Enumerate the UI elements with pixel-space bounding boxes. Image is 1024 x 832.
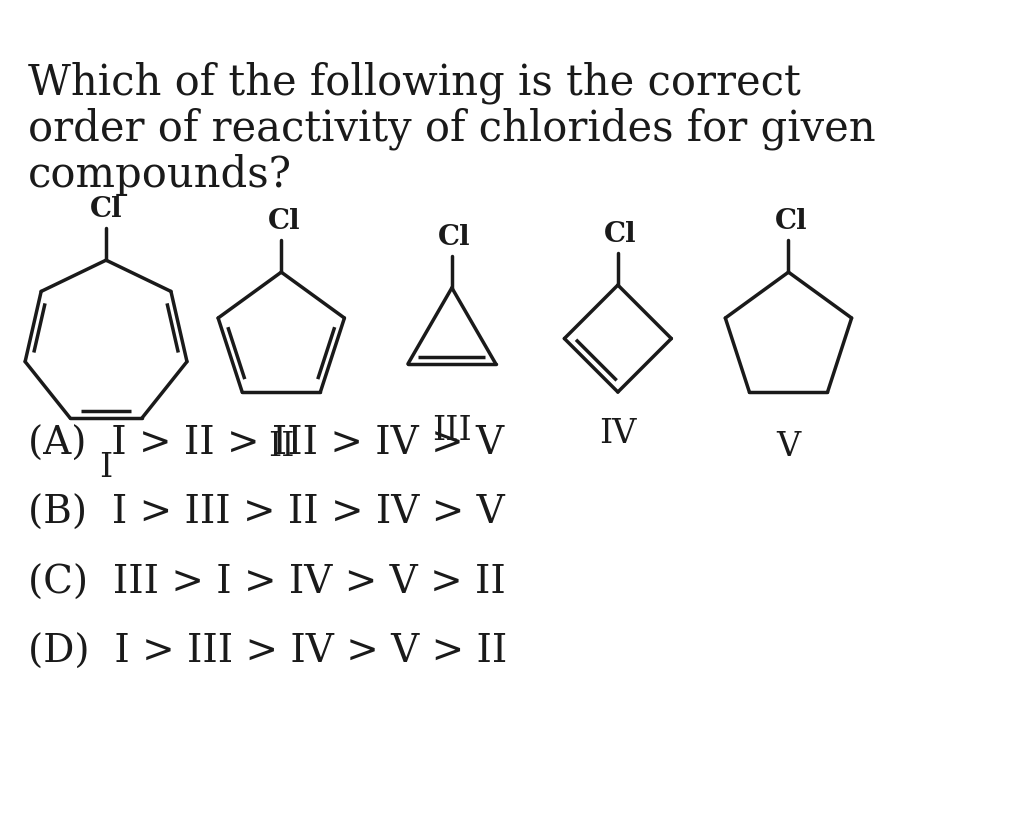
Text: (A)  I > II > III > IV > V: (A) I > II > III > IV > V [28,426,504,463]
Text: Cl: Cl [774,208,807,235]
Text: (D)  I > III > IV > V > II: (D) I > III > IV > V > II [28,634,507,671]
Text: (C)  III > I > IV > V > II: (C) III > I > IV > V > II [28,564,506,602]
Text: Which of the following is the correct: Which of the following is the correct [28,62,801,104]
Text: III: III [432,415,472,447]
Text: compounds?: compounds? [28,154,292,196]
Text: order of reactivity of chlorides for given: order of reactivity of chlorides for giv… [28,108,876,151]
Text: II: II [268,431,295,463]
Text: V: V [776,431,801,463]
Text: Cl: Cl [438,224,471,251]
Text: IV: IV [599,418,637,450]
Text: Cl: Cl [604,221,637,248]
Text: Cl: Cl [267,208,300,235]
Text: I: I [99,452,113,484]
Text: (B)  I > III > II > IV > V: (B) I > III > II > IV > V [28,495,505,532]
Text: Cl: Cl [89,196,122,223]
